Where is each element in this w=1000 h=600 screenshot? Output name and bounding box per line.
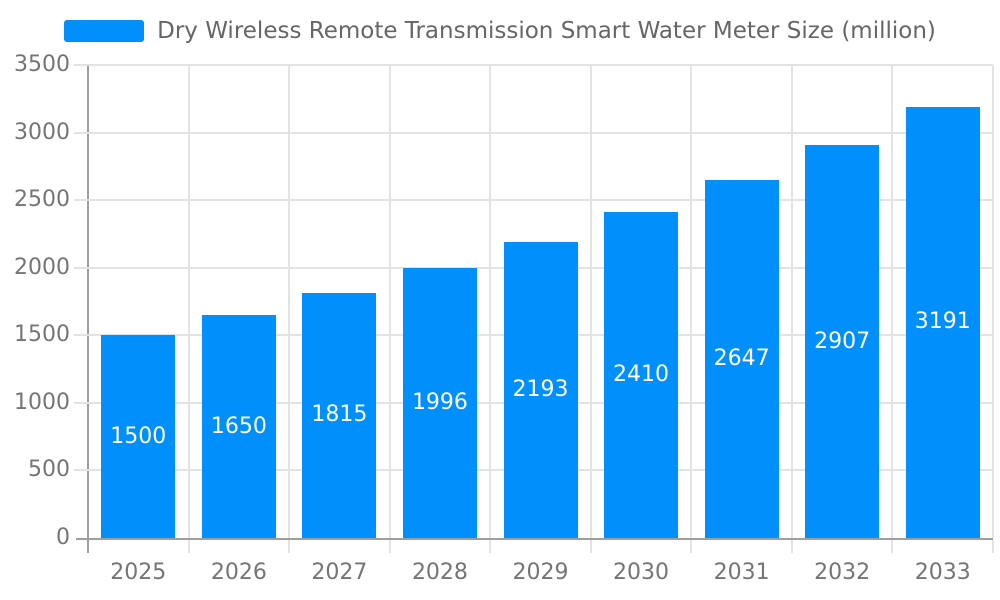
x-axis-tick bbox=[690, 540, 693, 553]
x-axis-tick bbox=[288, 540, 291, 553]
bar-2025[interactable] bbox=[101, 335, 176, 538]
bar-value-label: 2193 bbox=[512, 376, 569, 402]
x-axis-tick bbox=[589, 540, 592, 553]
v-gridline bbox=[891, 65, 894, 538]
x-axis-tick bbox=[790, 540, 793, 553]
h-gridline bbox=[88, 131, 993, 134]
x-axis-tick bbox=[187, 540, 190, 553]
h-gridline bbox=[88, 199, 993, 202]
y-axis-label: 3000 bbox=[14, 119, 70, 145]
bar-value-label: 2647 bbox=[713, 346, 770, 372]
bar-value-label: 1500 bbox=[110, 423, 167, 449]
bar-2029[interactable] bbox=[503, 241, 578, 538]
x-axis-label: 2032 bbox=[814, 560, 871, 585]
x-axis-line bbox=[76, 538, 993, 540]
bar-value-label: 2907 bbox=[814, 328, 871, 354]
x-axis-label: 2028 bbox=[411, 560, 468, 585]
bar-2033[interactable] bbox=[905, 106, 980, 538]
bar-value-label: 1815 bbox=[311, 402, 368, 428]
y-axis-tick bbox=[74, 199, 88, 202]
x-axis-label: 2025 bbox=[110, 560, 167, 585]
y-axis-label: 500 bbox=[28, 457, 70, 483]
x-axis-label: 2031 bbox=[713, 560, 770, 585]
bar-2030[interactable] bbox=[604, 212, 679, 538]
y-axis-label: 0 bbox=[56, 525, 70, 550]
x-axis-tick bbox=[489, 540, 492, 553]
x-axis-label: 2027 bbox=[311, 560, 368, 585]
legend-label: Dry Wireless Remote Transmission Smart W… bbox=[157, 18, 936, 44]
x-axis-label: 2026 bbox=[210, 560, 267, 585]
x-axis-tick bbox=[992, 540, 994, 553]
x-axis-tick bbox=[388, 540, 391, 553]
v-gridline bbox=[288, 65, 291, 538]
x-axis-label: 2030 bbox=[613, 560, 670, 585]
y-axis-tick bbox=[74, 266, 88, 269]
v-gridline bbox=[790, 65, 793, 538]
bar-2031[interactable] bbox=[704, 180, 779, 538]
y-axis-tick bbox=[74, 64, 88, 66]
legend-swatch bbox=[64, 20, 145, 42]
bar-2028[interactable] bbox=[402, 268, 477, 538]
v-gridline bbox=[992, 65, 994, 538]
v-gridline bbox=[589, 65, 592, 538]
legend-item[interactable]: Dry Wireless Remote Transmission Smart W… bbox=[0, 17, 1000, 45]
bar-2026[interactable] bbox=[201, 315, 276, 538]
y-axis-tick bbox=[74, 401, 88, 404]
bar-value-label: 2410 bbox=[613, 362, 670, 388]
y-axis-tick bbox=[74, 469, 88, 472]
y-axis-tick bbox=[74, 131, 88, 134]
y-axis-label: 2000 bbox=[14, 254, 70, 280]
v-gridline bbox=[187, 65, 190, 538]
v-gridline bbox=[388, 65, 391, 538]
x-axis-label: 2029 bbox=[512, 560, 569, 585]
x-axis-tick bbox=[891, 540, 894, 553]
x-axis-label: 2033 bbox=[914, 560, 971, 585]
v-gridline bbox=[690, 65, 693, 538]
bar-2032[interactable] bbox=[805, 145, 880, 538]
bar-value-label: 3191 bbox=[914, 309, 971, 335]
plot-area: 1500 1650 1815 1996 2193 2410 2647 2907 3191 bbox=[88, 64, 994, 538]
y-axis-label: 3500 bbox=[14, 52, 70, 77]
h-gridline bbox=[88, 64, 993, 66]
y-axis-label: 2500 bbox=[14, 187, 70, 213]
bar-value-label: 1650 bbox=[210, 413, 267, 439]
y-axis-tick bbox=[74, 334, 88, 337]
bar-2027[interactable] bbox=[302, 292, 377, 538]
y-axis-label: 1000 bbox=[14, 389, 70, 415]
bar-value-label: 1996 bbox=[411, 390, 468, 416]
y-axis-label: 1500 bbox=[14, 322, 70, 348]
v-gridline bbox=[489, 65, 492, 538]
y-axis-line bbox=[87, 65, 89, 553]
